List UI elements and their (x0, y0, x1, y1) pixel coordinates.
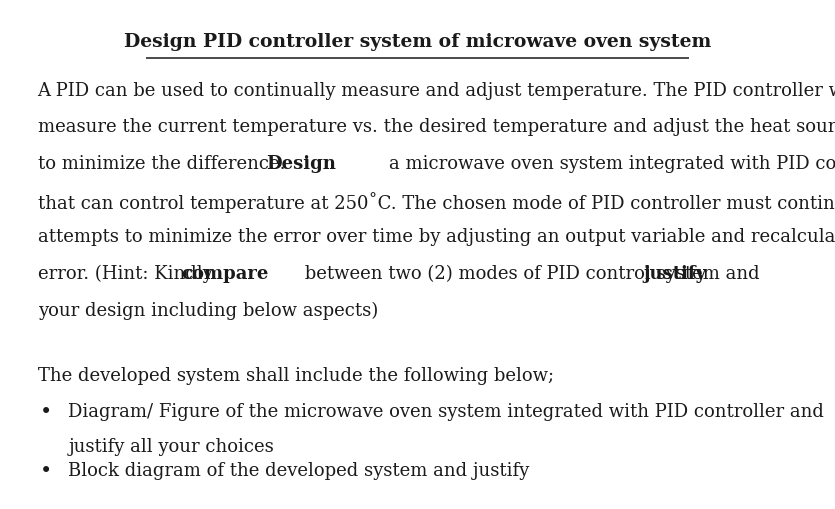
Text: Diagram/ Figure of the microwave oven system integrated with PID controller and: Diagram/ Figure of the microwave oven sy… (68, 403, 824, 420)
Text: justify: justify (644, 265, 707, 282)
Text: A PID can be used to continually measure and adjust temperature. The PID control: A PID can be used to continually measure… (38, 81, 835, 99)
Text: •: • (40, 461, 52, 480)
Text: compare: compare (181, 265, 269, 282)
Text: justify all your choices: justify all your choices (68, 437, 274, 455)
Text: Design PID controller system of microwave oven system: Design PID controller system of microwav… (124, 33, 711, 51)
Text: error. (Hint: Kindly                between two (2) modes of PID control system : error. (Hint: Kindly between two (2) mod… (38, 265, 835, 283)
Text: to minimize the difference.                  a microwave oven system integrated : to minimize the difference. a microwave … (38, 155, 835, 173)
Text: your design including below aspects): your design including below aspects) (38, 301, 377, 320)
Text: that can control temperature at 250˚C. The chosen mode of PID controller must co: that can control temperature at 250˚C. T… (38, 191, 835, 212)
Text: Design: Design (266, 155, 337, 173)
Text: Block diagram of the developed system and justify: Block diagram of the developed system an… (68, 461, 529, 479)
Text: attempts to minimize the error over time by adjusting an output variable and rec: attempts to minimize the error over time… (38, 228, 835, 246)
Text: •: • (40, 403, 52, 421)
Text: measure the current temperature vs. the desired temperature and adjust the heat : measure the current temperature vs. the … (38, 118, 835, 136)
Text: The developed system shall include the following below;: The developed system shall include the f… (38, 366, 554, 384)
